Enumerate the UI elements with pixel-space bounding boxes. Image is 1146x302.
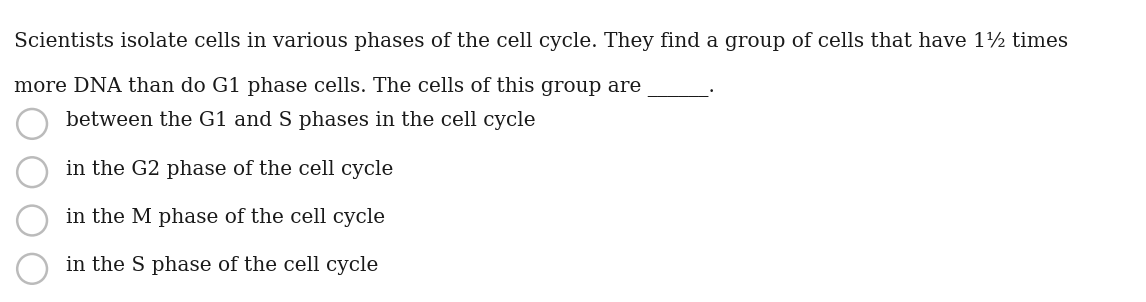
Text: more DNA than do G1 phase cells. The cells of this group are ______.: more DNA than do G1 phase cells. The cel… bbox=[14, 77, 715, 97]
Text: Scientists isolate cells in various phases of the cell cycle. They find a group : Scientists isolate cells in various phas… bbox=[14, 32, 1068, 51]
Text: in the S phase of the cell cycle: in the S phase of the cell cycle bbox=[66, 256, 379, 275]
Text: in the M phase of the cell cycle: in the M phase of the cell cycle bbox=[66, 208, 385, 227]
Text: in the G2 phase of the cell cycle: in the G2 phase of the cell cycle bbox=[66, 160, 394, 179]
Text: between the G1 and S phases in the cell cycle: between the G1 and S phases in the cell … bbox=[66, 111, 536, 130]
